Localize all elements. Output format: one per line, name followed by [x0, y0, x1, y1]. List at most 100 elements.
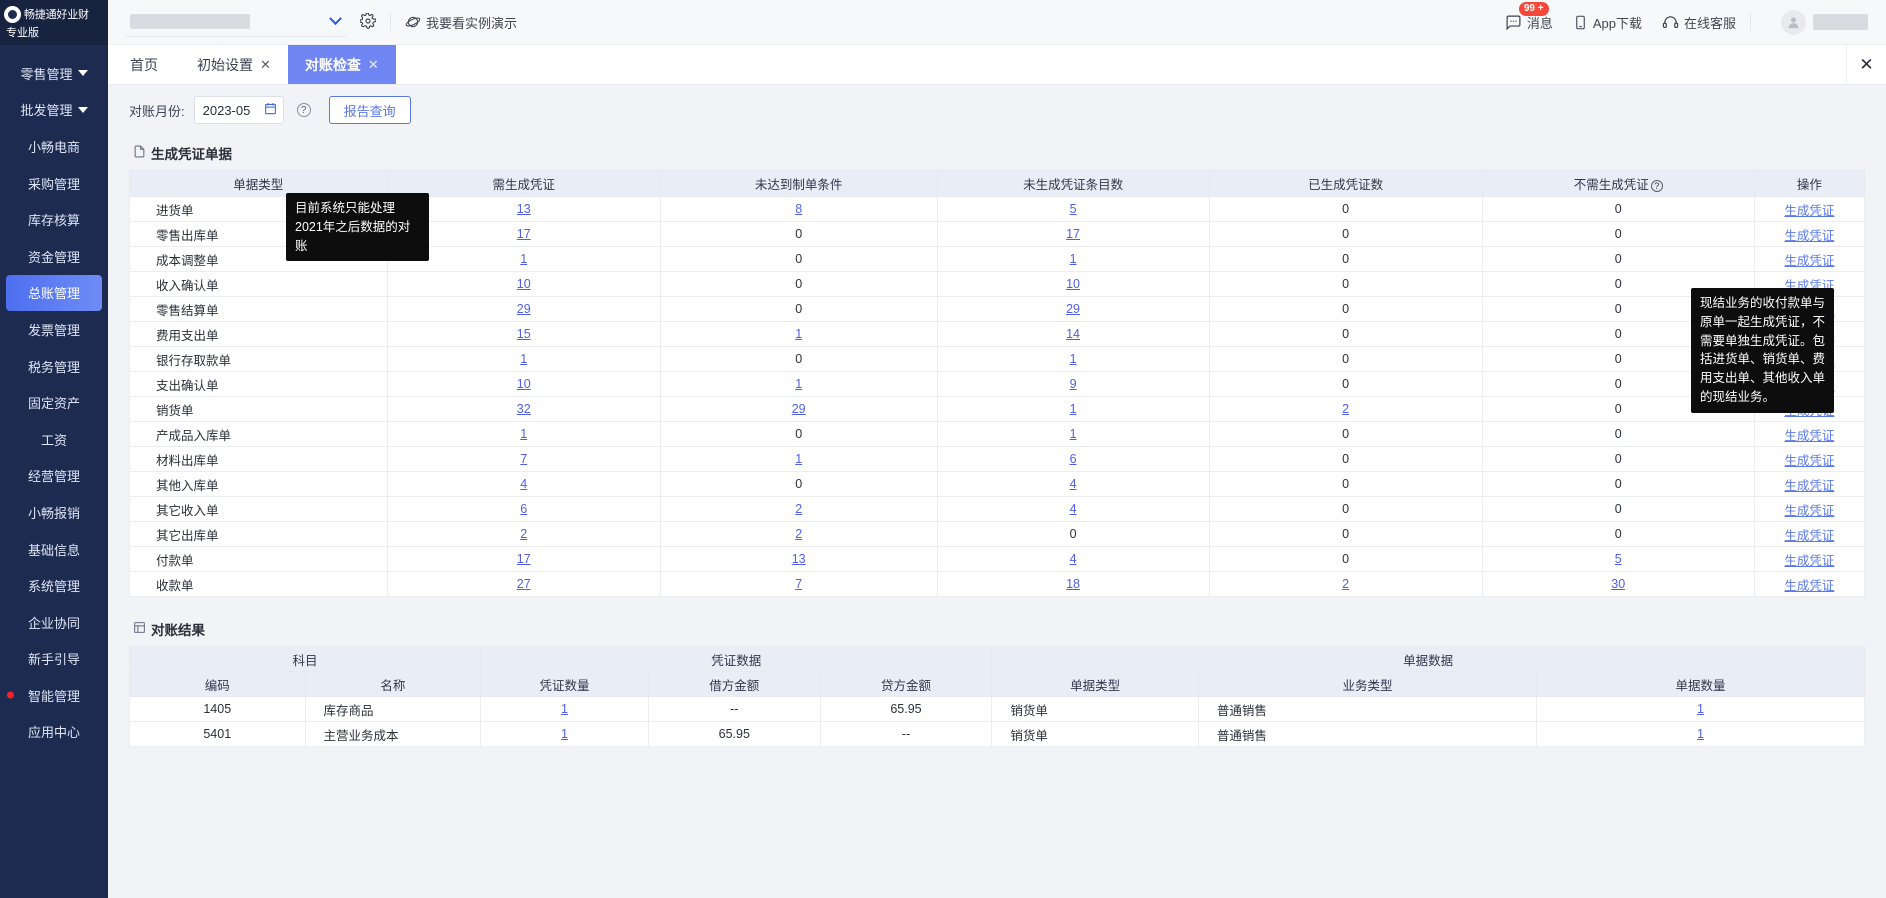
generate-voucher-link[interactable]: 生成凭证 [1784, 578, 1835, 593]
count-link[interactable]: 5 [1069, 202, 1077, 216]
generate-voucher-link[interactable]: 生成凭证 [1784, 528, 1835, 543]
count-link[interactable]: 13 [791, 552, 806, 566]
count-link[interactable]: 17 [516, 552, 531, 566]
count-link[interactable]: 2 [520, 527, 528, 541]
sidebar-item-5[interactable]: 资金管理 [0, 238, 108, 275]
count-link[interactable]: 10 [516, 377, 531, 391]
count-link[interactable]: 27 [516, 577, 531, 591]
online-support-button[interactable]: 在线客服 [1662, 13, 1736, 32]
count-link[interactable]: 4 [520, 477, 528, 491]
count-link[interactable]: 2 [1342, 402, 1350, 416]
company-selector[interactable] [126, 7, 346, 37]
count-link[interactable]: 18 [1066, 577, 1081, 591]
calendar-icon[interactable] [264, 102, 277, 118]
close-all-tabs-button[interactable]: ✕ [1846, 45, 1886, 84]
generate-voucher-link[interactable]: 生成凭证 [1784, 253, 1835, 268]
generate-voucher-link[interactable]: 生成凭证 [1784, 378, 1835, 393]
count-link[interactable]: 4 [1069, 552, 1077, 566]
count-link[interactable]: 10 [1066, 277, 1081, 291]
report-query-button[interactable]: 报告查询 [328, 96, 411, 124]
sidebar-item-0[interactable]: 零售管理 [0, 55, 108, 92]
generate-voucher-link[interactable]: 生成凭证 [1784, 353, 1835, 368]
app-download-button[interactable]: App下载 [1573, 13, 1642, 32]
question-icon[interactable]: ? [296, 103, 311, 117]
tab-close-icon[interactable]: ✕ [367, 56, 379, 72]
sidebar-item-10[interactable]: 工资 [0, 421, 108, 458]
sidebar-item-3[interactable]: 采购管理 [0, 165, 108, 202]
count-link[interactable]: 6 [1069, 452, 1077, 466]
count-link[interactable]: 1 [1069, 402, 1077, 416]
tab-0[interactable]: 首页 [108, 45, 180, 84]
count-link[interactable]: 1 [795, 327, 803, 341]
month-input[interactable]: 2023-05 [193, 96, 284, 124]
sidebar-item-6[interactable]: 总账管理 [6, 274, 102, 312]
demo-link[interactable]: 我要看实例演示 [405, 13, 517, 32]
generate-voucher-link[interactable]: 生成凭证 [1784, 278, 1835, 293]
question-icon[interactable]: ? [1650, 179, 1663, 192]
count-link[interactable]: 9 [1069, 377, 1077, 391]
generate-voucher-link[interactable]: 生成凭证 [1784, 303, 1835, 318]
count-link[interactable]: 4 [1069, 477, 1077, 491]
count-link[interactable]: 1 [795, 377, 803, 391]
sidebar-item-12[interactable]: 小畅报销 [0, 494, 108, 531]
generate-voucher-link[interactable]: 生成凭证 [1784, 503, 1835, 518]
count-link[interactable]: 5 [1614, 552, 1622, 566]
sidebar-item-16[interactable]: 新手引导 [0, 641, 108, 678]
sidebar-item-2[interactable]: 小畅电商 [0, 128, 108, 165]
sidebar-item-13[interactable]: 基础信息 [0, 531, 108, 568]
count-link[interactable]: 10 [516, 277, 531, 291]
count-link[interactable]: 29 [516, 302, 531, 316]
generate-voucher-link[interactable]: 生成凭证 [1784, 428, 1835, 443]
sidebar-item-14[interactable]: 系统管理 [0, 567, 108, 604]
count-link[interactable]: 1 [1069, 427, 1077, 441]
count-link[interactable]: 30 [1611, 577, 1626, 591]
gear-icon[interactable] [359, 11, 377, 32]
count-link[interactable]: 1 [795, 452, 803, 466]
count-link[interactable]: 4 [1069, 502, 1077, 516]
count-link[interactable]: 14 [1066, 327, 1081, 341]
count-link[interactable]: 2 [1342, 577, 1350, 591]
count-link[interactable]: 6 [520, 502, 528, 516]
sidebar-item-1[interactable]: 批发管理 [0, 92, 108, 129]
count-link[interactable]: 1 [520, 352, 528, 366]
count-link[interactable]: 7 [520, 452, 528, 466]
tab-1[interactable]: 初始设置 ✕ [180, 45, 288, 84]
sidebar-item-15[interactable]: 企业协同 [0, 604, 108, 641]
generate-voucher-link[interactable]: 生成凭证 [1784, 403, 1835, 418]
count-link[interactable]: 15 [516, 327, 531, 341]
tab-close-icon[interactable]: ✕ [260, 56, 271, 72]
sidebar-item-4[interactable]: 库存核算 [0, 201, 108, 238]
sidebar-item-7[interactable]: 发票管理 [0, 311, 108, 348]
count-link[interactable]: 7 [795, 577, 803, 591]
count-link[interactable]: 13 [516, 202, 531, 216]
count-link[interactable]: 8 [795, 202, 803, 216]
count-link[interactable]: 32 [516, 402, 531, 416]
sidebar-item-17[interactable]: 智能管理 [0, 677, 108, 714]
generate-voucher-link[interactable]: 生成凭证 [1784, 228, 1835, 243]
count-link[interactable]: 1 [1697, 727, 1704, 741]
tab-2[interactable]: 对账检查 ✕ [287, 45, 396, 84]
sidebar-item-8[interactable]: 税务管理 [0, 348, 108, 385]
count-link[interactable]: 2 [795, 527, 803, 541]
avatar[interactable] [1781, 9, 1806, 35]
count-link[interactable]: 1 [1697, 702, 1704, 716]
count-link[interactable]: 1 [1069, 352, 1077, 366]
count-link[interactable]: 1 [1069, 252, 1077, 266]
generate-voucher-link[interactable]: 生成凭证 [1784, 328, 1835, 343]
count-link[interactable]: 1 [561, 727, 568, 741]
generate-voucher-link[interactable]: 生成凭证 [1784, 203, 1835, 218]
count-link[interactable]: 1 [520, 427, 528, 441]
count-link[interactable]: 1 [561, 702, 568, 716]
count-link[interactable]: 2 [795, 502, 803, 516]
sidebar-item-9[interactable]: 固定资产 [0, 384, 108, 421]
count-link[interactable]: 29 [1066, 302, 1081, 316]
generate-voucher-link[interactable]: 生成凭证 [1784, 478, 1835, 493]
count-link[interactable]: 17 [1066, 227, 1081, 241]
count-link[interactable]: 1 [520, 252, 528, 266]
sidebar-item-11[interactable]: 经营管理 [0, 458, 108, 495]
generate-voucher-link[interactable]: 生成凭证 [1784, 553, 1835, 568]
sidebar-item-18[interactable]: 应用中心 [0, 714, 108, 751]
messages-button[interactable]: 消息 99 + [1505, 1, 1553, 32]
count-link[interactable]: 29 [791, 402, 806, 416]
generate-voucher-link[interactable]: 生成凭证 [1784, 453, 1835, 468]
